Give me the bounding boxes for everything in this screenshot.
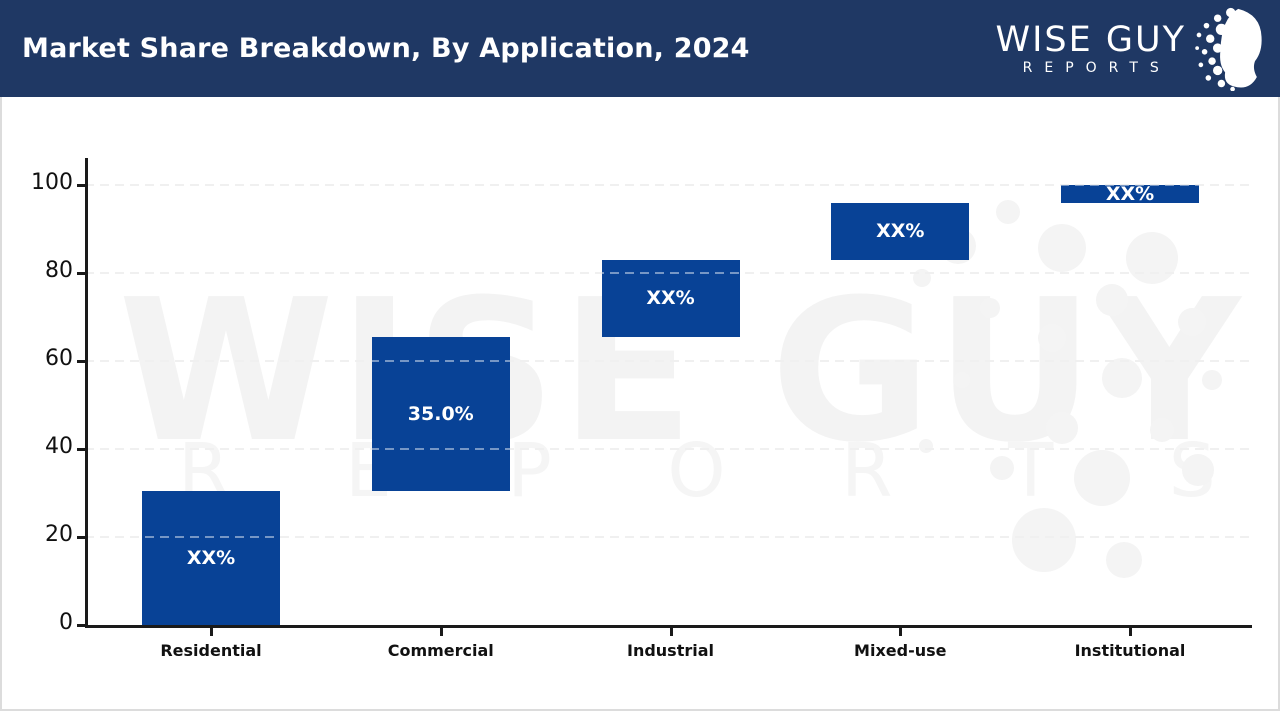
y-axis-line [85, 158, 88, 628]
y-tick-40 [77, 448, 85, 451]
y-tick-label-60: 60 [45, 346, 73, 371]
gridline-y-20 [85, 536, 1252, 538]
x-tick-institutional [1129, 628, 1132, 636]
y-tick-label-80: 80 [45, 258, 73, 283]
logo-text: WISE GUY REPORTS [995, 22, 1186, 76]
page-title: Market Share Breakdown, By Application, … [22, 33, 750, 64]
gridline-y-100 [85, 184, 1252, 186]
x-axis-line [85, 625, 1252, 628]
gridline-overlay-y-100 [85, 184, 1252, 186]
bar-commercial: 35.0% [371, 336, 510, 491]
bar-industrial: XX% [601, 259, 740, 337]
x-tick-mixed-use [899, 628, 903, 636]
header-bar: Market Share Breakdown, By Application, … [0, 0, 1280, 97]
bar-value-label-mixed-use: XX% [876, 220, 925, 243]
y-tick-label-40: 40 [45, 434, 73, 459]
y-tick-label-0: 0 [59, 610, 73, 635]
bar-value-label-institutional: XX% [1105, 182, 1155, 205]
gridline-y-40 [85, 448, 1252, 450]
x-tick-commercial [439, 628, 443, 636]
y-tick-80 [77, 272, 85, 275]
y-tick-100 [77, 184, 85, 187]
x-tick-label-industrial: Industrial [626, 641, 714, 660]
x-tick-residential [210, 628, 213, 636]
gridline-overlay-y-60 [85, 360, 1252, 362]
bar-value-label-residential: XX% [186, 546, 236, 569]
gridline-overlay-y-80 [85, 272, 1252, 274]
gridline-y-60 [85, 360, 1252, 362]
logo-wiseguy-text: WISE GUY [995, 20, 1186, 61]
y-tick-60 [77, 360, 85, 363]
logo-head-icon [1195, 7, 1262, 91]
logo-reports-text: REPORTS [1022, 59, 1171, 76]
y-tick-label-20: 20 [45, 522, 73, 547]
bar-residential: XX% [142, 490, 280, 625]
y-tick-label-100: 100 [31, 170, 73, 195]
bar-mixed-use: XX% [831, 202, 970, 260]
x-tick-industrial [669, 628, 673, 636]
wise-guy-reports-logo: WISE GUY REPORTS [995, 7, 1266, 91]
y-tick-0 [77, 624, 85, 627]
gridline-overlay-y-40 [85, 448, 1252, 450]
x-tick-label-commercial: Commercial [387, 641, 494, 660]
x-tick-label-institutional: Institutional [1074, 641, 1186, 660]
y-tick-20 [77, 536, 85, 539]
bar-value-label-industrial: XX% [646, 287, 695, 310]
bar-value-label-commercial: 35.0% [407, 402, 474, 425]
x-tick-label-mixed-use: Mixed-use [854, 641, 947, 660]
x-tick-label-residential: Residential [160, 641, 262, 660]
gridline-overlay-y-20 [85, 536, 1252, 538]
bar-institutional: XX% [1061, 182, 1199, 205]
